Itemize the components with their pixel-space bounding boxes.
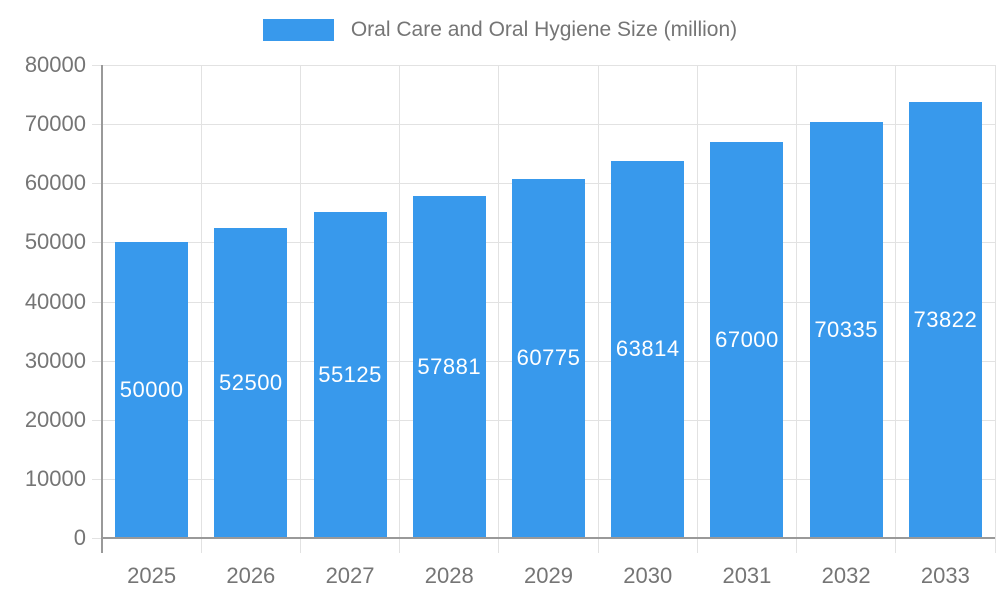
bar-2032[interactable]: 70335 xyxy=(809,122,883,538)
x-axis-tick-label: 2031 xyxy=(722,563,772,588)
bar-value-label: 67000 xyxy=(715,326,779,352)
bar-value-label: 52500 xyxy=(218,369,283,395)
y-axis-tick-label: 80000 xyxy=(24,52,86,77)
bar-value-label: 55125 xyxy=(318,362,382,388)
y-axis-tick-label: 30000 xyxy=(24,347,86,373)
x-axis-tick-label: 2027 xyxy=(325,563,375,588)
y-tick xyxy=(92,419,102,421)
bar-value-label: 57881 xyxy=(417,353,482,379)
x-axis-line xyxy=(102,537,995,539)
bar-2030[interactable]: 63814 xyxy=(611,160,685,538)
bar-value-label: 70335 xyxy=(814,317,878,343)
bar-2027[interactable]: 55125 xyxy=(313,212,387,538)
x-axis-tick-label: 2025 xyxy=(127,563,177,588)
y-gridline xyxy=(102,124,995,126)
y-tick xyxy=(92,360,102,362)
bar-2025[interactable]: 50000 xyxy=(115,242,189,538)
x-gridline xyxy=(299,65,301,553)
x-gridline xyxy=(696,65,698,553)
x-gridline xyxy=(895,65,897,553)
y-axis-tick-label: 50000 xyxy=(24,229,86,255)
x-gridline xyxy=(399,65,401,553)
y-tick xyxy=(92,478,102,480)
x-gridline xyxy=(597,65,599,553)
x-axis-tick-label: 2028 xyxy=(424,563,474,588)
y-axis-tick-label: 0 xyxy=(73,525,86,550)
bar-value-label: 73822 xyxy=(913,306,978,332)
plot-area: 0 10000 20000 30000 40000 50000 60000 70000 8000… xyxy=(25,52,996,588)
bar-2029[interactable]: 60775 xyxy=(512,178,585,538)
y-gridline xyxy=(102,65,995,66)
x-axis-tick-label: 2030 xyxy=(623,563,673,588)
x-axis-tick-label: 2029 xyxy=(524,563,573,588)
bar-2033[interactable]: 73822 xyxy=(908,101,982,538)
x-axis-tick-label: 2032 xyxy=(821,563,871,588)
bar-value-label: 63814 xyxy=(615,336,680,362)
y-axis-tick-label: 20000 xyxy=(24,406,86,432)
y-tick xyxy=(92,65,102,66)
y-axis-tick-label: 10000 xyxy=(24,465,86,491)
bar-value-label: 50000 xyxy=(119,377,184,403)
y-axis-tick-label: 40000 xyxy=(24,288,86,314)
y-axis-tick-label: 60000 xyxy=(24,170,86,196)
x-axis-tick-label: 2033 xyxy=(920,563,970,588)
legend-swatch xyxy=(262,19,334,41)
bar-2031[interactable]: 67000 xyxy=(710,141,784,538)
y-axis-tick-label: 70000 xyxy=(24,111,86,137)
y-tick xyxy=(92,242,102,244)
x-axis-tick-label: 2026 xyxy=(226,563,276,588)
y-tick xyxy=(92,301,102,303)
chart-legend[interactable]: Oral Care and Oral Hygiene Size (million… xyxy=(0,18,1000,42)
x-gridline xyxy=(200,65,202,553)
bar-value-label: 60775 xyxy=(516,345,581,371)
bar-2026[interactable]: 52500 xyxy=(214,227,288,538)
y-axis-line xyxy=(101,65,103,553)
x-gridline xyxy=(796,65,798,553)
x-gridline xyxy=(994,65,996,553)
x-gridline xyxy=(498,65,500,553)
y-tick xyxy=(92,124,102,126)
legend-label: Oral Care and Oral Hygiene Size (million… xyxy=(350,18,738,41)
y-tick xyxy=(92,538,102,539)
bar-2028[interactable]: 57881 xyxy=(412,195,486,538)
y-tick xyxy=(92,183,102,185)
